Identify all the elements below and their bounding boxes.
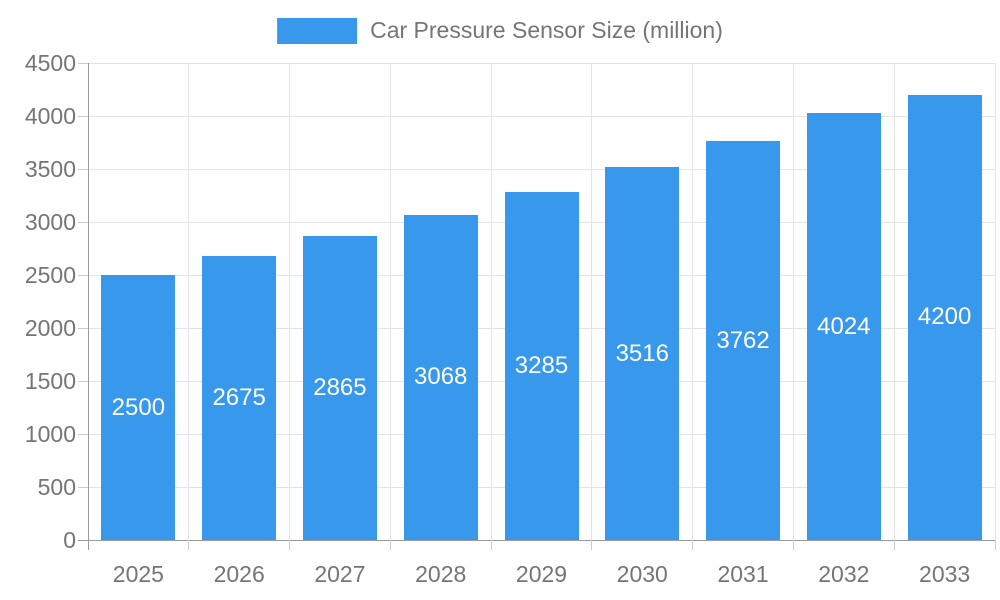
bar-value-label: 4200: [917, 303, 972, 331]
bar-value-label: 2865: [313, 374, 367, 402]
x-axis-tick: [591, 540, 593, 550]
bar-2025[interactable]: [101, 275, 176, 540]
y-axis-label: 4500: [24, 50, 76, 76]
legend-item[interactable]: Car Pressure Sensor Size (million): [277, 17, 723, 44]
x-axis-tick: [994, 540, 996, 550]
x-axis-label-2033: 2033: [919, 561, 971, 587]
bar-2033[interactable]: [907, 94, 982, 540]
y-axis-label: 0: [63, 527, 76, 553]
bar-value-label: 4024: [817, 312, 871, 340]
bar-value-label: 2500: [111, 393, 166, 421]
y-axis-tick: [78, 274, 88, 276]
gridline-horizontal: [88, 115, 995, 117]
bar-value-label: 3762: [716, 326, 770, 354]
gridline-vertical: [994, 63, 996, 540]
y-axis-label: 3000: [24, 209, 76, 235]
bar-value-label: 3285: [514, 351, 569, 379]
legend-label: Car Pressure Sensor Size (million): [370, 17, 723, 43]
y-axis-tick: [78, 115, 88, 117]
y-axis-tick: [78, 380, 88, 382]
x-axis-label-2031: 2031: [717, 561, 769, 587]
y-axis-tick: [78, 327, 88, 329]
x-axis-tick: [188, 540, 190, 550]
y-axis-tick: [78, 168, 88, 170]
x-axis-label-2025: 2025: [112, 561, 164, 587]
x-axis-label-2030: 2030: [616, 561, 668, 587]
gridline-vertical: [692, 63, 694, 540]
y-axis-label: 2000: [24, 315, 76, 341]
y-axis-label: 500: [37, 474, 76, 500]
gridline-vertical: [591, 63, 593, 540]
gridline-horizontal: [88, 62, 995, 64]
legend-marker-icon: [277, 17, 358, 44]
y-axis-line: [87, 63, 89, 550]
x-axis-label-2026: 2026: [213, 561, 265, 587]
y-axis-label: 1500: [24, 368, 76, 394]
bar-value-label: 3516: [615, 339, 669, 367]
bar-2029[interactable]: [504, 191, 579, 540]
y-axis-tick: [78, 433, 88, 435]
y-axis-tick: [78, 221, 88, 223]
x-axis-line: [78, 539, 995, 541]
x-axis-tick: [893, 540, 895, 550]
x-axis-label-2028: 2028: [415, 561, 467, 587]
y-axis-tick: [78, 62, 88, 64]
bar-2027[interactable]: [302, 236, 377, 540]
x-axis-tick: [289, 540, 291, 550]
bar-2032[interactable]: [806, 113, 881, 540]
gridline-vertical: [893, 63, 895, 540]
x-axis-label-2027: 2027: [314, 561, 366, 587]
bar-2028[interactable]: [403, 214, 478, 540]
gridline-vertical: [289, 63, 291, 540]
y-axis-tick: [78, 486, 88, 488]
x-axis-tick: [490, 540, 492, 550]
x-axis-label-2029: 2029: [515, 561, 568, 587]
gridline-vertical: [490, 63, 492, 540]
gridline-horizontal: [88, 168, 995, 170]
y-axis-label: 4000: [24, 103, 76, 129]
x-axis-tick: [692, 540, 694, 550]
bar-2031[interactable]: [706, 141, 781, 540]
gridline-vertical: [792, 63, 794, 540]
bar-2026[interactable]: [202, 256, 277, 540]
gridline-vertical: [188, 63, 190, 540]
x-axis-tick: [389, 540, 391, 550]
y-axis-label: 1000: [24, 421, 76, 447]
gridline-vertical: [389, 63, 391, 540]
x-axis-tick: [792, 540, 794, 550]
bar-value-label: 3068: [414, 363, 468, 391]
bar-value-label: 2675: [212, 384, 266, 412]
bar-2030[interactable]: [605, 167, 680, 540]
y-axis-label: 2500: [24, 262, 76, 288]
x-axis-label-2032: 2032: [818, 561, 870, 587]
y-axis-label: 3500: [24, 156, 76, 182]
